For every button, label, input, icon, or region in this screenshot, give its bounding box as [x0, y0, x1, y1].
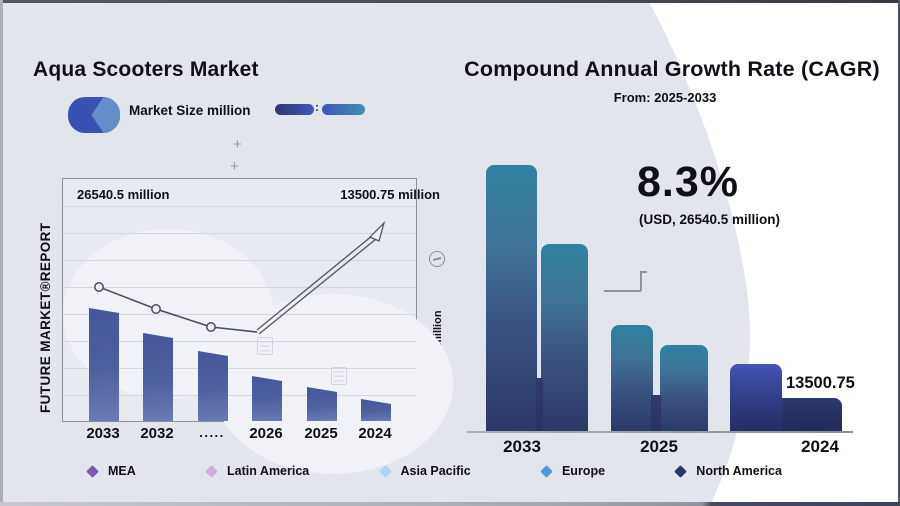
- bar-2033: [89, 308, 119, 421]
- legend-label: MEA: [108, 464, 136, 478]
- gradient-pill-icon: [322, 104, 365, 115]
- legend-label: North America: [696, 464, 782, 478]
- frame-bottom-edge: [0, 502, 900, 506]
- market-size-chart: 26540.5 million 13500.75 million: [62, 178, 453, 474]
- x-axis-labels: 2033 2032..... 2026 2025 2024: [62, 425, 417, 445]
- frame-right-edge: [898, 0, 900, 506]
- step-decoration: [640, 272, 642, 291]
- diamond-icon: [674, 464, 688, 478]
- plus-mark: +: [230, 158, 239, 175]
- circle-minus-icon: [429, 251, 445, 267]
- bar-2026: [252, 376, 282, 421]
- bar-2032: [143, 333, 173, 421]
- cagr-note: (USD, 26540.5 million): [639, 212, 781, 227]
- x-label: 2033: [86, 425, 120, 442]
- bar-.....: [198, 351, 228, 421]
- x-label: 2024: [358, 425, 392, 442]
- page-title: Aqua Scooters Market: [33, 58, 259, 81]
- min-value-label: 13500.75 million: [340, 187, 440, 202]
- cagr-period: From: 2025-2033: [613, 90, 717, 105]
- step-decoration: [640, 271, 647, 273]
- x-label: 2025: [304, 425, 338, 442]
- diamond-icon: [378, 464, 392, 478]
- gridline: [63, 395, 416, 396]
- x-label: 2032: [140, 425, 174, 442]
- legend-item-mea: MEA: [86, 464, 136, 478]
- cagr-value: 8.3%: [637, 158, 740, 206]
- gridline: [63, 260, 416, 261]
- plus-mark: +: [233, 136, 242, 153]
- legend-label: Asia Pacific: [400, 464, 471, 478]
- gridline: [63, 341, 416, 342]
- brand-watermark: FUTURE MARKET®REPORT: [38, 222, 53, 413]
- cylinder-cap: [91, 97, 120, 133]
- region-legend: MEA Latin America Asia Pacific Europe North …: [86, 464, 782, 478]
- cagr-title: Compound Annual Growth Rate (CAGR): [464, 57, 880, 81]
- step-decoration: [604, 290, 641, 292]
- value-annotation: 13500.75: [786, 374, 855, 392]
- document-icon: [257, 337, 273, 355]
- frame-top-edge: [0, 0, 900, 3]
- x-axis-line: [467, 431, 853, 433]
- x-label: .....: [199, 425, 225, 440]
- frame-left-edge: [0, 0, 3, 506]
- document-icon: [331, 367, 347, 385]
- bar-2025: [307, 387, 337, 421]
- diamond-icon: [540, 464, 553, 478]
- legend-item-north-america: North America: [674, 464, 782, 478]
- legend-item-europe: Europe: [540, 464, 606, 478]
- gridline: [63, 287, 416, 288]
- cylinder-icon: [68, 97, 120, 133]
- gridline: [63, 206, 416, 207]
- series-legend-label: Market Size million: [129, 103, 251, 118]
- diamond-icon: [86, 464, 99, 478]
- pill-colon: :: [315, 100, 319, 114]
- legend-label: Europe: [561, 464, 606, 478]
- gridline: [63, 233, 416, 234]
- x-label: 2026: [249, 425, 283, 442]
- legend-item-latin-america: Latin America: [205, 464, 310, 478]
- diamond-icon: [205, 464, 218, 478]
- legend-item-asia-pacific: Asia Pacific: [378, 464, 471, 478]
- legend-label: Latin America: [227, 464, 310, 478]
- bar-2024: [361, 399, 391, 421]
- gradient-pill-icon: [275, 104, 314, 115]
- max-value-label: 26540.5 million: [77, 187, 170, 202]
- gridline: [63, 368, 416, 369]
